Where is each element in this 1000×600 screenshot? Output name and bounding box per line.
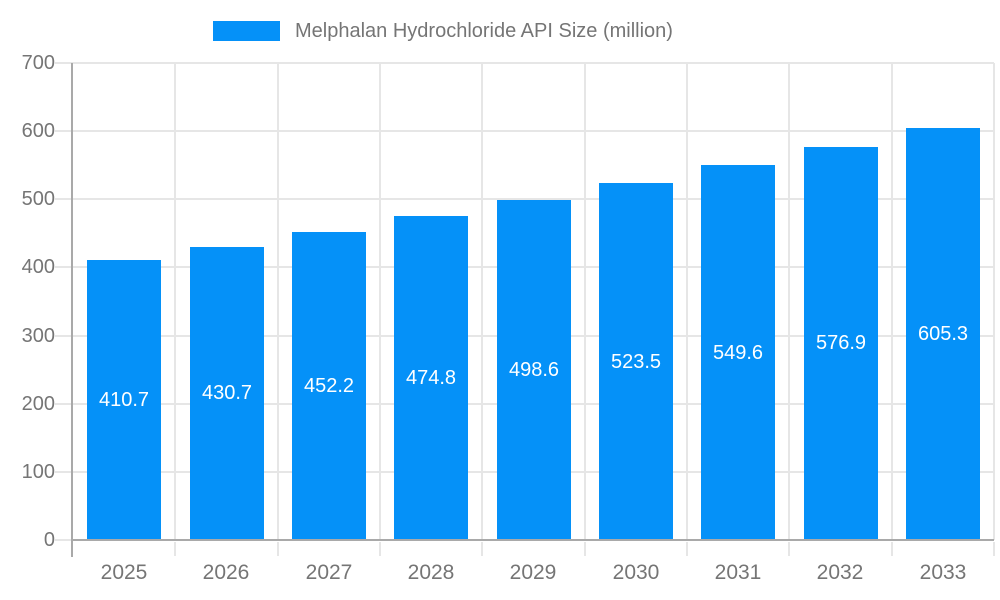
bar-2031[interactable] [701, 165, 775, 539]
x-axis-tick [788, 542, 790, 556]
bar-2032[interactable] [804, 147, 878, 539]
bar-2028[interactable] [394, 216, 468, 539]
y-axis-tick [55, 539, 73, 541]
bar-value-label: 430.7 [201, 382, 253, 404]
x-gridline [993, 63, 995, 540]
x-gridline [174, 63, 176, 540]
bar-value-label: 474.8 [405, 367, 457, 389]
legend-swatch [213, 21, 280, 41]
x-axis-line [71, 539, 994, 541]
x-axis-tick-label: 2029 [509, 561, 557, 584]
y-axis-tick-label: 0 [43, 529, 55, 551]
bar-value-label: 452.2 [303, 375, 355, 397]
x-axis-tick [584, 542, 586, 556]
y-axis-line [71, 63, 73, 557]
legend-item[interactable]: Melphalan Hydrochloride API Size (millio… [213, 18, 673, 44]
y-axis-tick-label: 100 [21, 461, 55, 483]
y-axis-tick [55, 403, 73, 405]
y-axis-tick [55, 266, 73, 268]
bar-value-label: 549.6 [712, 342, 764, 364]
bar-2033[interactable] [906, 128, 980, 539]
x-axis-tick-label: 2033 [919, 561, 967, 584]
x-gridline [891, 63, 893, 540]
legend-label: Melphalan Hydrochloride API Size (millio… [295, 19, 673, 42]
x-axis-tick [174, 542, 176, 556]
y-axis-tick [55, 62, 73, 64]
x-axis-tick-label: 2030 [612, 561, 660, 584]
y-axis-tick [55, 471, 73, 473]
x-axis-tick [379, 542, 381, 556]
bar-2027[interactable] [292, 232, 366, 539]
y-gridline [73, 62, 994, 64]
bar-value-label: 605.3 [917, 323, 969, 345]
x-axis-tick [277, 542, 279, 556]
x-axis-tick-label: 2032 [816, 561, 864, 584]
x-axis-tick [481, 542, 483, 556]
x-gridline [788, 63, 790, 540]
y-axis-tick-label: 500 [21, 188, 55, 210]
x-axis-tick-label: 2028 [407, 561, 455, 584]
y-axis-tick-label: 200 [21, 393, 55, 415]
y-axis-tick [55, 130, 73, 132]
y-gridline [73, 130, 994, 132]
x-gridline [481, 63, 483, 540]
x-gridline [584, 63, 586, 540]
bar-value-label: 523.5 [610, 351, 662, 373]
y-axis-tick-label: 300 [21, 325, 55, 347]
bar-value-label: 410.7 [98, 389, 150, 411]
x-gridline [379, 63, 381, 540]
bar-2030[interactable] [599, 183, 673, 539]
x-axis-tick [993, 542, 995, 556]
x-axis-tick-label: 2031 [714, 561, 762, 584]
y-axis-tick-label: 700 [21, 52, 55, 74]
x-axis-tick [686, 542, 688, 556]
bar-2029[interactable] [497, 200, 571, 539]
y-axis-tick [55, 335, 73, 337]
bar-value-label: 576.9 [815, 332, 867, 354]
bar-2025[interactable] [87, 260, 161, 539]
x-axis-tick-label: 2026 [202, 561, 250, 584]
y-axis-tick-label: 600 [21, 120, 55, 142]
x-axis-tick-label: 2025 [100, 561, 148, 584]
x-gridline [277, 63, 279, 540]
bar-value-label: 498.6 [508, 359, 560, 381]
y-axis-tick [55, 198, 73, 200]
y-gridline [73, 198, 994, 200]
bar-2026[interactable] [190, 247, 264, 539]
y-axis-tick-label: 400 [21, 256, 55, 278]
x-axis-tick [891, 542, 893, 556]
x-axis-tick-label: 2027 [305, 561, 353, 584]
x-gridline [686, 63, 688, 540]
